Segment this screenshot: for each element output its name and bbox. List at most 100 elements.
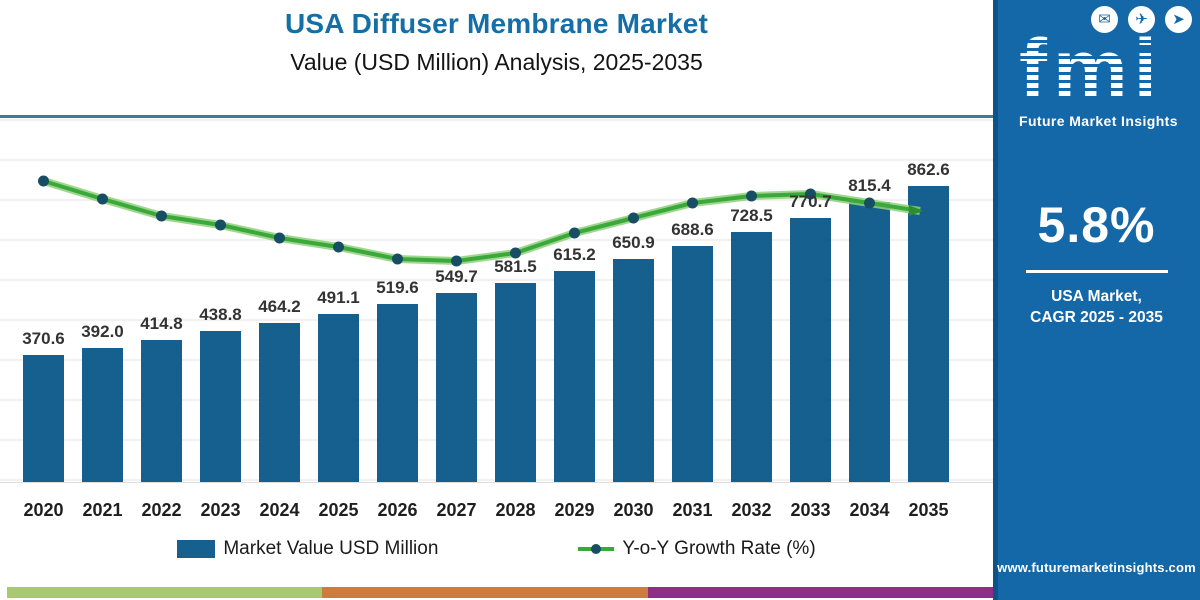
growth-line-arrow-icon [909,205,923,216]
website-url[interactable]: www.futuremarketinsights.com [997,560,1196,575]
bar-2030 [613,258,654,482]
plane-icon: ✈ [1128,6,1155,33]
bar-value-label: 770.7 [789,191,832,211]
bar-2033 [790,217,831,482]
bar-2034 [849,202,890,482]
cagr-caption: USA Market, CAGR 2025 - 2035 [993,287,1200,329]
bar-2031 [672,245,713,482]
bar-value-label: 688.6 [671,219,714,239]
line-point-2033 [805,188,816,200]
location-icon: ➤ [1165,6,1192,33]
x-axis-label-2033: 2033 [790,500,831,520]
growth-line [42,179,921,263]
x-axis-label-2020: 2020 [23,500,64,520]
bar-2029 [554,270,595,482]
x-axis-label-2024: 2024 [259,500,300,520]
x-axis-label-2030: 2030 [613,500,654,520]
x-axis-label-2029: 2029 [554,500,595,520]
line-point-2030 [628,212,639,224]
x-axis-label-2023: 2023 [200,500,241,520]
line-swatch-dot [591,544,602,554]
chart-title: USA Diffuser Membrane Market [284,8,709,39]
fmi-logo-tagline: Future Market Insights [1019,112,1178,129]
footer-stripe-green [7,587,322,598]
bar-value-label: 815.4 [848,176,891,196]
line-point-2024 [274,232,285,244]
bar-2035 [908,186,949,482]
bar-value-label: 728.5 [730,206,773,225]
bar-value-label: 370.6 [22,328,65,348]
line-point-2021 [97,193,108,205]
x-axis-label-2027: 2027 [436,500,477,520]
line-point-2023 [215,219,226,231]
x-axis: 2020 2021 2022 2023 2024 2025 2026 2027 2028 2029… [0,500,993,526]
cagr-caption-line1: USA Market, [1051,288,1142,305]
legend-line-label: Y-o-Y Growth Rate (%) [622,538,816,559]
footer-stripe-orange [322,587,648,598]
header-divider [0,115,993,118]
x-axis-label-2032: 2032 [731,500,772,520]
bar-value-label: 464.2 [258,296,301,316]
cagr-value: 5.8% [1037,197,1156,253]
line-swatch-icon [578,540,615,558]
bar-value-label: 519.6 [376,277,419,297]
bar-value-label: 862.6 [907,160,950,179]
line-point-2031 [687,197,698,209]
chart-panel: USA Diffuser Membrane Market Value (USD … [0,8,995,598]
x-axis-label-2035: 2035 [908,500,949,520]
line-point-2029 [569,227,580,239]
line-point-2028 [510,247,521,259]
line-point-2034 [864,197,875,209]
cagr-divider [1025,270,1168,273]
bar-2022 [141,339,182,482]
bar-value-label: 438.8 [199,305,242,325]
bar-value-label: 650.9 [612,232,655,252]
bar-2028 [495,282,536,482]
plot-area: 370.6 392.0 414.8 438.8 464.2 491.1 519.6 549.7… [0,119,993,483]
footer-stripe-purple [648,587,995,598]
brand-sidebar: ✉ ✈ ➤ fmi Future Market Insights 5.8% USA … [993,0,1200,600]
cagr-callout: 5.8% USA Market, CAGR 2025 - 2035 [993,196,1200,329]
bar-value-label: 581.5 [494,256,537,276]
line-point-2026 [392,253,403,265]
bar-2026 [377,303,418,482]
line-point-2022 [156,210,167,222]
bar-2023 [200,331,241,482]
chart-header: USA Diffuser Membrane Market Value (USD … [0,8,993,76]
x-axis-label-2034: 2034 [849,500,890,520]
x-axis-label-2021: 2021 [82,500,123,520]
line-point-2032 [746,190,757,202]
x-axis-label-2026: 2026 [377,500,418,520]
bar-2032 [731,232,772,482]
bar-value-label: 491.1 [317,287,360,307]
bar-2024 [259,322,300,482]
legend-item-bar: Market Value USD Million [177,538,438,560]
bar-value-label: 549.7 [435,267,478,287]
bar-2027 [436,293,477,482]
line-point-2027 [451,255,462,267]
x-axis-label-2022: 2022 [141,500,182,520]
logo-badge-row: ✉ ✈ ➤ [1019,6,1200,33]
legend: Market Value USD Million Y-o-Y Growth Ra… [0,538,993,560]
line-point-2025 [333,241,344,253]
bar-value-label: 414.8 [140,313,183,333]
x-axis-label-2025: 2025 [318,500,359,520]
bar-swatch-icon [177,540,216,558]
bar-value-label: 392.0 [81,321,124,341]
mail-icon: ✉ [1091,6,1118,33]
line-point-2020 [38,175,49,187]
growth-line-chart [38,175,923,267]
bar-value-label: 615.2 [553,244,596,264]
cagr-caption-line2: CAGR 2025 - 2035 [1030,308,1163,326]
bar-2025 [318,313,359,482]
fmi-logo: ✉ ✈ ➤ fmi Future Market Insights [1019,6,1200,129]
x-axis-label-2028: 2028 [495,500,536,520]
bar-2021 [82,347,123,482]
chart-subtitle: Value (USD Million) Analysis, 2025-2035 [290,49,703,75]
fmi-logo-text: fmi [1019,27,1200,111]
legend-item-line: Y-o-Y Growth Rate (%) [578,538,816,560]
bar-2020 [23,354,64,482]
legend-bar-label: Market Value USD Million [223,538,439,559]
x-axis-line [0,482,993,483]
x-axis-label-2031: 2031 [672,500,713,520]
